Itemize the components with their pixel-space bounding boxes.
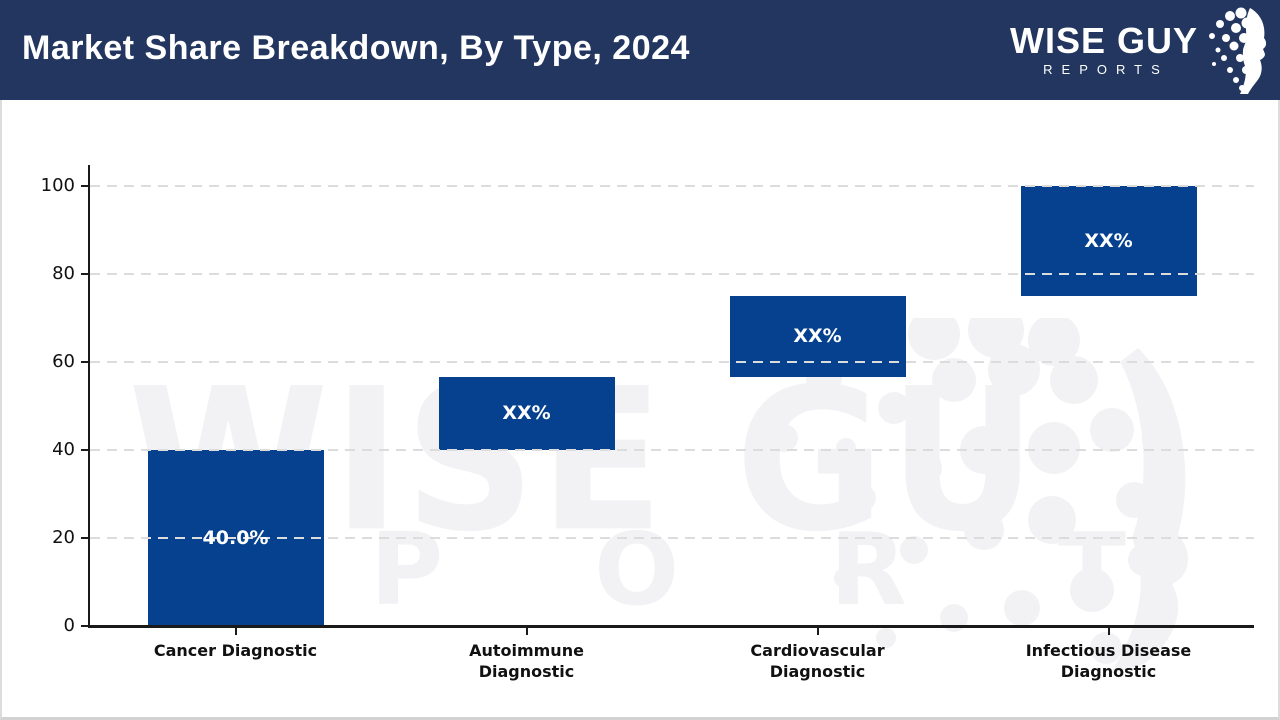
logo: WISE GUY REPORTS (1010, 0, 1266, 100)
y-tick-label-80: 80 (52, 263, 75, 284)
category-label-3: Cardiovascular Diagnostic (750, 641, 885, 681)
category-label-2: Autoimmune Diagnostic (469, 641, 584, 681)
gridline-20 (90, 537, 1254, 539)
chart-canvas: WISE GU P O R T S 02040608010040.0%Cance… (0, 100, 1280, 720)
bar-value-label-1: 40.0% (202, 527, 269, 549)
y-tick-label-40: 40 (52, 439, 75, 460)
x-axis-line (88, 625, 1254, 628)
bar-value-label-4: XX% (1084, 230, 1133, 252)
logo-subtitle: REPORTS (1043, 62, 1169, 77)
y-axis-line (88, 165, 90, 628)
x-axis-tick-1 (234, 626, 237, 635)
watermark-text-line2: P O R T S (370, 511, 1280, 628)
y-tick-label-20: 20 (52, 527, 75, 548)
x-axis-tick-3 (816, 626, 819, 635)
x-axis-tick-2 (525, 626, 528, 635)
y-tick-label-0: 0 (63, 615, 75, 636)
gridline-60 (90, 361, 1254, 363)
logo-head-icon (1209, 7, 1266, 94)
page-title: Market Share Breakdown, By Type, 2024 (22, 28, 690, 67)
y-tick-label-100: 100 (40, 175, 75, 196)
category-label-4: Infectious Disease Diagnostic (1025, 641, 1192, 681)
logo-wordmark: WISE GUY (1009, 20, 1198, 61)
y-tick-label-60: 60 (52, 351, 75, 372)
bar-2 (438, 376, 615, 450)
bar-value-label-3: XX% (793, 325, 842, 348)
header: Market Share Breakdown, By Type, 2024 WI… (0, 0, 1280, 100)
y-axis-tick-20 (81, 537, 90, 539)
y-axis-tick-80 (81, 273, 90, 275)
y-axis-tick-40 (81, 449, 90, 451)
y-axis-tick-100 (81, 185, 90, 187)
bar-4 (1020, 186, 1197, 296)
gridline-100 (90, 185, 1254, 187)
gridline-80 (90, 273, 1254, 275)
bar-value-label-2: XX% (502, 402, 551, 425)
gridline-40 (90, 449, 1254, 451)
bar-3 (729, 296, 906, 377)
x-axis-tick-4 (1107, 626, 1110, 635)
y-axis-tick-60 (81, 361, 90, 363)
y-axis-tick-0 (81, 625, 90, 627)
watermark-head-icon (770, 318, 1189, 674)
logo-text: WISE GUY REPORTS (1009, 20, 1198, 78)
category-label-1: Cancer Diagnostic (153, 641, 318, 660)
